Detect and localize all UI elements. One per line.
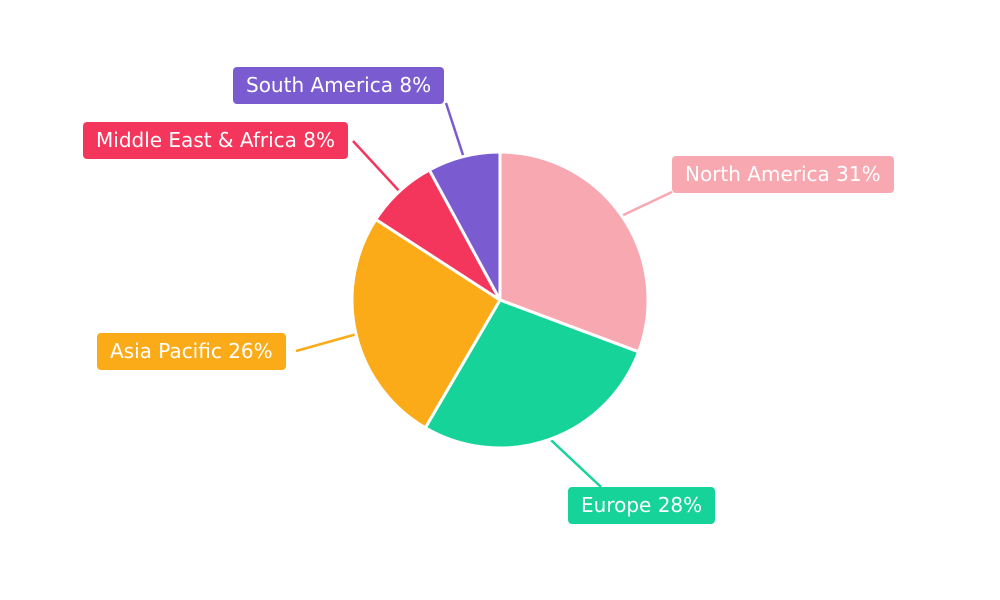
label-south-america: South America 8%: [233, 67, 445, 104]
pie-slice-north-america[interactable]: [498, 150, 650, 354]
leader-line-europe: [548, 437, 602, 488]
leader-line-south-america: [444, 102, 465, 158]
label-middle-east-africa: Middle East & Africa 8%: [83, 122, 349, 159]
leader-line-asia-pacific: [295, 332, 358, 353]
label-north-america: North America 31%: [672, 156, 894, 193]
label-asia-pacific: Asia Pacific 26%: [97, 333, 286, 370]
leader-line-middle-east-africa: [352, 140, 402, 193]
pie-slice-asia-pacific[interactable]: [350, 217, 502, 430]
pie-slice-south-america[interactable]: [427, 150, 502, 302]
leader-line-north-america: [620, 190, 673, 218]
label-europe: Europe 28%: [568, 487, 716, 524]
